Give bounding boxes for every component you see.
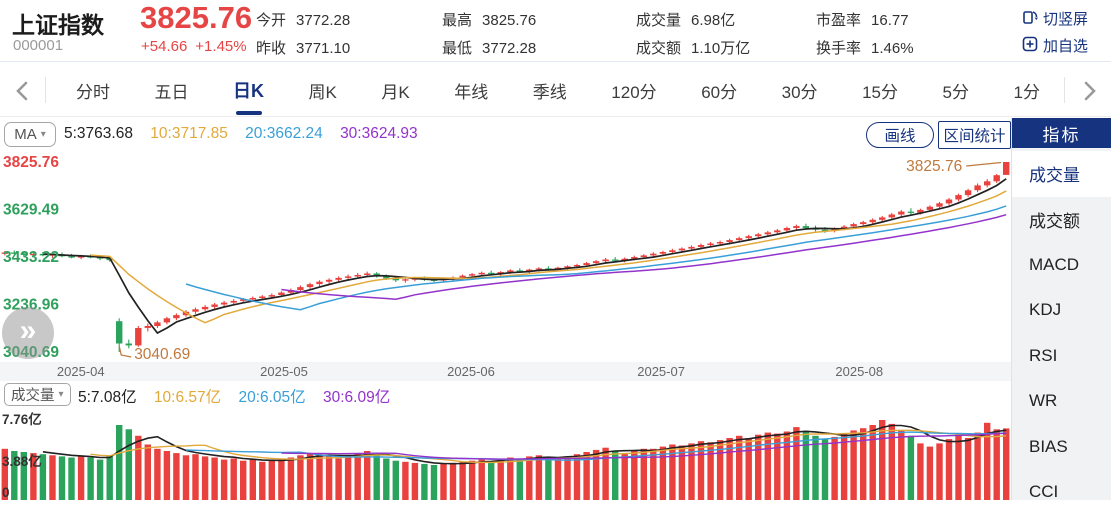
high-low-callouts: 3825.76 3040.69 bbox=[119, 158, 1001, 362]
caret-down-icon: ▾ bbox=[41, 129, 46, 140]
rotate-screen-button[interactable]: 切竖屏 bbox=[1022, 8, 1088, 29]
ma5-legend: 5:3763.68 bbox=[64, 125, 133, 142]
indicator-menu-button[interactable]: 指标 bbox=[1012, 118, 1111, 148]
tabbar-divider-right bbox=[1064, 77, 1065, 103]
tab-15min[interactable]: 15分 bbox=[860, 64, 900, 117]
svg-text:3.88亿: 3.88亿 bbox=[2, 453, 42, 469]
low-price-label: 3040.69 bbox=[134, 346, 190, 362]
tab-quarterly[interactable]: 季线 bbox=[531, 64, 569, 117]
svg-text:0: 0 bbox=[2, 485, 10, 500]
volume-chart[interactable]: 7.76亿 3.88亿 0 bbox=[0, 407, 1011, 500]
price-change: +54.66 +1.45% bbox=[141, 38, 255, 55]
sidebar-item-wr[interactable]: WR bbox=[1012, 379, 1111, 425]
ma-toolbar: MA▾ 5:3763.68 10:3717.85 20:3662.24 30:3… bbox=[0, 118, 1011, 152]
sidebar-item-bias[interactable]: BIAS bbox=[1012, 424, 1111, 470]
vol-ma10-legend: 10:6.57亿 bbox=[154, 389, 221, 406]
tab-monthly-k[interactable]: 月K bbox=[379, 64, 411, 117]
vol-ma5-legend: 5:7.08亿 bbox=[78, 389, 137, 406]
ma-lines bbox=[43, 179, 1006, 333]
svg-text:3825.76: 3825.76 bbox=[3, 154, 59, 171]
draw-line-button[interactable]: 画线 bbox=[866, 122, 934, 148]
tab-daily-k[interactable]: 日K bbox=[231, 63, 266, 117]
stock-code: 000001 bbox=[13, 37, 63, 54]
tab-60min[interactable]: 60分 bbox=[699, 64, 739, 117]
ma20-legend: 20:3662.24 bbox=[245, 125, 323, 142]
ma30-legend: 30:3624.93 bbox=[340, 125, 418, 142]
chevron-left-icon[interactable] bbox=[12, 80, 34, 102]
add-watchlist-button[interactable]: 加自选 bbox=[1022, 35, 1088, 56]
range-stats-button[interactable]: 区间统计 bbox=[938, 121, 1011, 149]
svg-text:3433.22: 3433.22 bbox=[3, 249, 59, 266]
change-value: +54.66 bbox=[141, 38, 187, 55]
tab-30min[interactable]: 30分 bbox=[780, 64, 820, 117]
period-tabbar: 分时 五日 日K 周K 月K 年线 季线 120分 60分 30分 15分 5分… bbox=[0, 63, 1111, 117]
tab-5min[interactable]: 5分 bbox=[941, 64, 971, 117]
ma5-line bbox=[43, 179, 1006, 333]
candles-layer bbox=[2, 162, 1010, 352]
current-price: 3825.76 bbox=[140, 0, 252, 36]
sidebar-item-turnover[interactable]: 成交额 bbox=[1012, 197, 1111, 243]
sidebar-item-rsi[interactable]: RSI bbox=[1012, 333, 1111, 379]
add-watchlist-label: 加自选 bbox=[1043, 35, 1088, 56]
expand-chart-button[interactable]: » bbox=[2, 307, 54, 359]
x-axis-label: 2025-05 bbox=[260, 364, 308, 379]
sidebar-item-cci[interactable]: CCI bbox=[1012, 470, 1111, 515]
rotate-screen-icon bbox=[1022, 9, 1038, 29]
volume-ma-legend: 5:7.08亿 10:6.57亿 20:6.05亿 30:6.09亿 bbox=[78, 385, 403, 407]
rotate-screen-label: 切竖屏 bbox=[1043, 8, 1088, 29]
x-axis-label: 2025-06 bbox=[447, 364, 495, 379]
indicator-list: 成交量 成交额 MACD KDJ RSI WR BIAS CCI bbox=[1012, 148, 1111, 515]
svg-text:3629.49: 3629.49 bbox=[3, 202, 59, 219]
stock-name: 上证指数 bbox=[12, 6, 104, 40]
tab-weekly-k[interactable]: 周K bbox=[307, 64, 339, 117]
tab-yearly[interactable]: 年线 bbox=[452, 64, 490, 117]
tabbar-divider-left bbox=[45, 77, 46, 103]
indicator-sidebar: 指标 成交量 成交额 MACD KDJ RSI WR BIAS CCI bbox=[1011, 118, 1111, 500]
caret-down-icon: ▾ bbox=[59, 389, 64, 400]
tab-1min[interactable]: 1分 bbox=[1011, 64, 1041, 117]
high-price-label: 3825.76 bbox=[906, 158, 962, 175]
tab-minute[interactable]: 分时 bbox=[74, 64, 112, 117]
ma-selector-dropdown[interactable]: MA▾ bbox=[4, 122, 56, 147]
sidebar-item-volume[interactable]: 成交量 bbox=[1012, 151, 1111, 197]
vol-ma30-legend: 30:6.09亿 bbox=[323, 389, 390, 406]
change-percent: +1.45% bbox=[195, 38, 246, 55]
sidebar-item-kdj[interactable]: KDJ bbox=[1012, 288, 1111, 334]
chevron-right-icon[interactable] bbox=[1078, 80, 1100, 102]
add-watchlist-icon bbox=[1022, 36, 1038, 56]
period-tabs: 分时 五日 日K 周K 月K 年线 季线 120分 60分 30分 15分 5分… bbox=[58, 63, 1058, 117]
volume-toolbar: 成交量▾ 5:7.08亿 10:6.57亿 20:6.05亿 30:6.09亿 bbox=[0, 381, 1011, 407]
tab-5day[interactable]: 五日 bbox=[153, 64, 191, 117]
x-axis: 2025-04 2025-05 2025-06 2025-07 2025-08 bbox=[0, 362, 1011, 381]
volume-indicator-dropdown[interactable]: 成交量▾ bbox=[4, 383, 71, 406]
tab-120min[interactable]: 120分 bbox=[609, 64, 658, 117]
vol-ma20-legend: 20:6.05亿 bbox=[238, 389, 305, 406]
svg-text:7.76亿: 7.76亿 bbox=[2, 411, 42, 427]
x-axis-label: 2025-07 bbox=[637, 364, 685, 379]
ma10-legend: 10:3717.85 bbox=[150, 125, 228, 142]
x-axis-label: 2025-04 bbox=[57, 364, 105, 379]
x-axis-label: 2025-08 bbox=[835, 364, 883, 379]
ma10-line bbox=[91, 191, 1007, 323]
ma-legend: 5:3763.68 10:3717.85 20:3662.24 30:3624.… bbox=[64, 125, 431, 143]
sidebar-item-macd[interactable]: MACD bbox=[1012, 242, 1111, 288]
